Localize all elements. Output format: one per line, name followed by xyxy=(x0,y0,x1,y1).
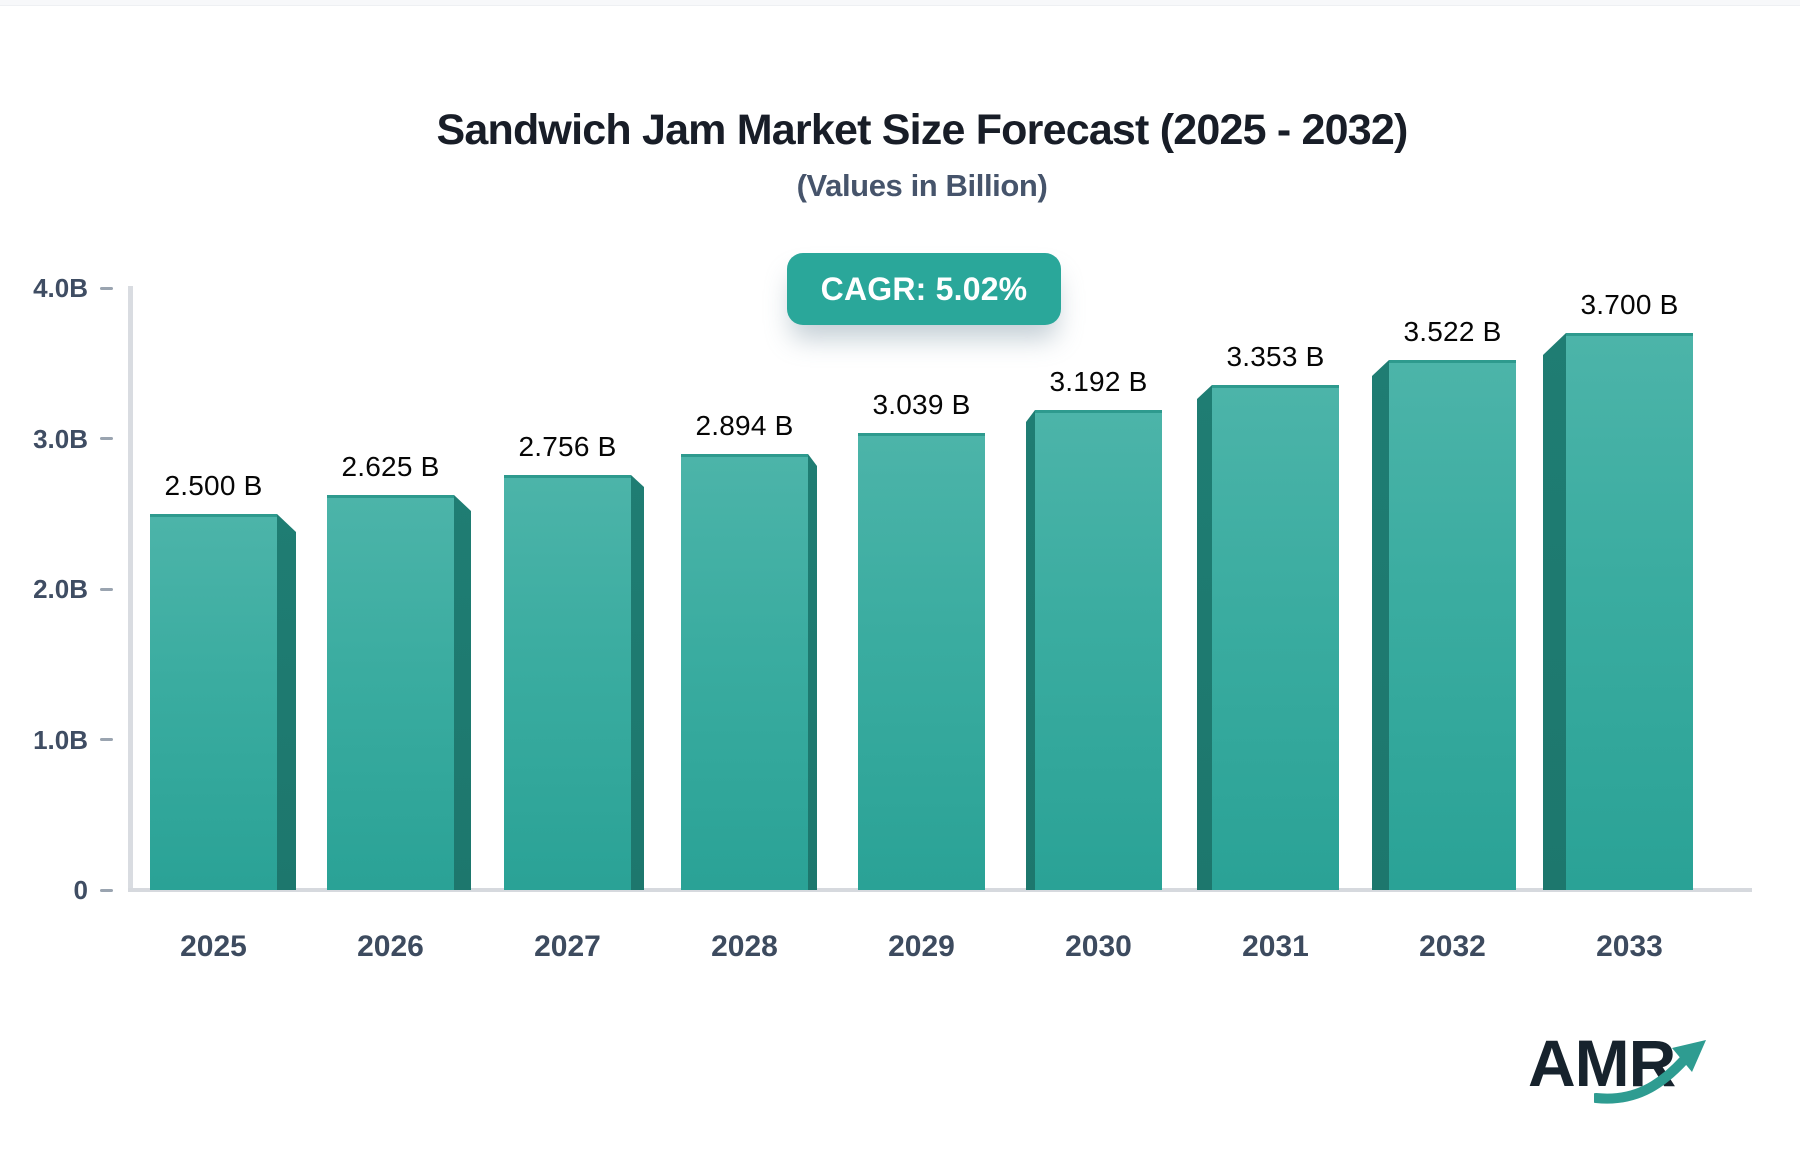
chart-title: Sandwich Jam Market Size Forecast (2025 … xyxy=(436,106,1409,154)
bar xyxy=(1566,333,1693,890)
bar xyxy=(858,433,985,890)
y-axis-tick xyxy=(100,888,113,892)
bar-value-label: 2.500 B xyxy=(164,470,263,501)
bar-value-label: 2.756 B xyxy=(518,431,617,462)
y-axis-tick xyxy=(100,286,113,290)
x-axis-label: 2028 xyxy=(711,930,778,963)
x-axis-label: 2027 xyxy=(534,930,601,963)
y-axis-label: 2.0B xyxy=(33,574,88,604)
bar-side xyxy=(1543,333,1566,890)
bar-value-label: 2.625 B xyxy=(341,451,440,482)
y-axis-tick xyxy=(100,587,113,591)
y-axis-label: 1.0B xyxy=(33,724,88,755)
y-axis-tick xyxy=(100,437,113,440)
bar-value-label: 3.192 B xyxy=(1049,366,1148,397)
x-axis-label: 2032 xyxy=(1419,930,1486,963)
x-axis-label: 2033 xyxy=(1596,930,1663,963)
bar-side xyxy=(277,514,296,890)
x-axis-label: 2031 xyxy=(1242,930,1309,963)
y-axis-tick xyxy=(100,738,113,741)
bar-value-label: 3.353 B xyxy=(1226,341,1325,372)
bar xyxy=(504,475,631,890)
chart-subtitle: (Values in Billion) xyxy=(796,168,1048,203)
x-axis-label: 2029 xyxy=(888,930,955,963)
bar xyxy=(150,514,277,890)
bar-side xyxy=(454,495,471,890)
x-axis-label: 2030 xyxy=(1065,930,1132,963)
bar-side xyxy=(1197,385,1212,890)
y-axis-line xyxy=(128,286,133,892)
bar-side xyxy=(1026,410,1035,890)
page-top-strip xyxy=(0,0,1800,6)
amr-logo: AMR xyxy=(1528,1028,1738,1118)
x-axis-label: 2026 xyxy=(357,930,424,963)
cagr-badge: CAGR: 5.02% xyxy=(787,253,1061,325)
y-axis-label: 0 xyxy=(73,875,88,905)
y-axis-label: 3.0B xyxy=(33,423,88,454)
bar xyxy=(1212,385,1339,890)
x-axis-line xyxy=(128,888,1752,892)
bar-side xyxy=(631,475,644,890)
y-axis-label: 4.0B xyxy=(33,273,88,303)
bar xyxy=(681,454,808,890)
bar-value-label: 2.894 B xyxy=(695,410,794,441)
bar-value-label: 3.522 B xyxy=(1403,316,1502,347)
trend-arrow-icon xyxy=(1594,1040,1706,1104)
bar xyxy=(1035,410,1162,890)
bar-value-label: 3.700 B xyxy=(1580,289,1679,320)
x-axis-label: 2025 xyxy=(180,930,247,963)
bar xyxy=(327,495,454,890)
bar xyxy=(1389,360,1516,890)
bar-side xyxy=(808,454,817,890)
bar-value-label: 3.039 B xyxy=(872,389,971,420)
bar-side xyxy=(1372,360,1389,890)
